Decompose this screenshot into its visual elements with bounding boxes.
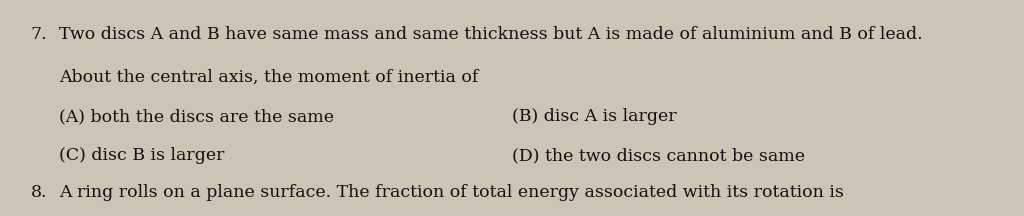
Text: About the central axis, the moment of inertia of: About the central axis, the moment of in… (59, 69, 479, 86)
Text: A ring rolls on a plane surface. The fraction of total energy associated with it: A ring rolls on a plane surface. The fra… (59, 184, 844, 201)
Text: (A) both the discs are the same: (A) both the discs are the same (59, 108, 335, 125)
Text: (C) disc B is larger: (C) disc B is larger (59, 147, 225, 164)
Text: (B) disc A is larger: (B) disc A is larger (512, 108, 677, 125)
Text: (D) the two discs cannot be same: (D) the two discs cannot be same (512, 147, 805, 164)
Text: Two discs A and B have same mass and same thickness but A is made of aluminium a: Two discs A and B have same mass and sam… (59, 26, 923, 43)
Text: 7.: 7. (31, 26, 47, 43)
Text: 8.: 8. (31, 184, 47, 201)
